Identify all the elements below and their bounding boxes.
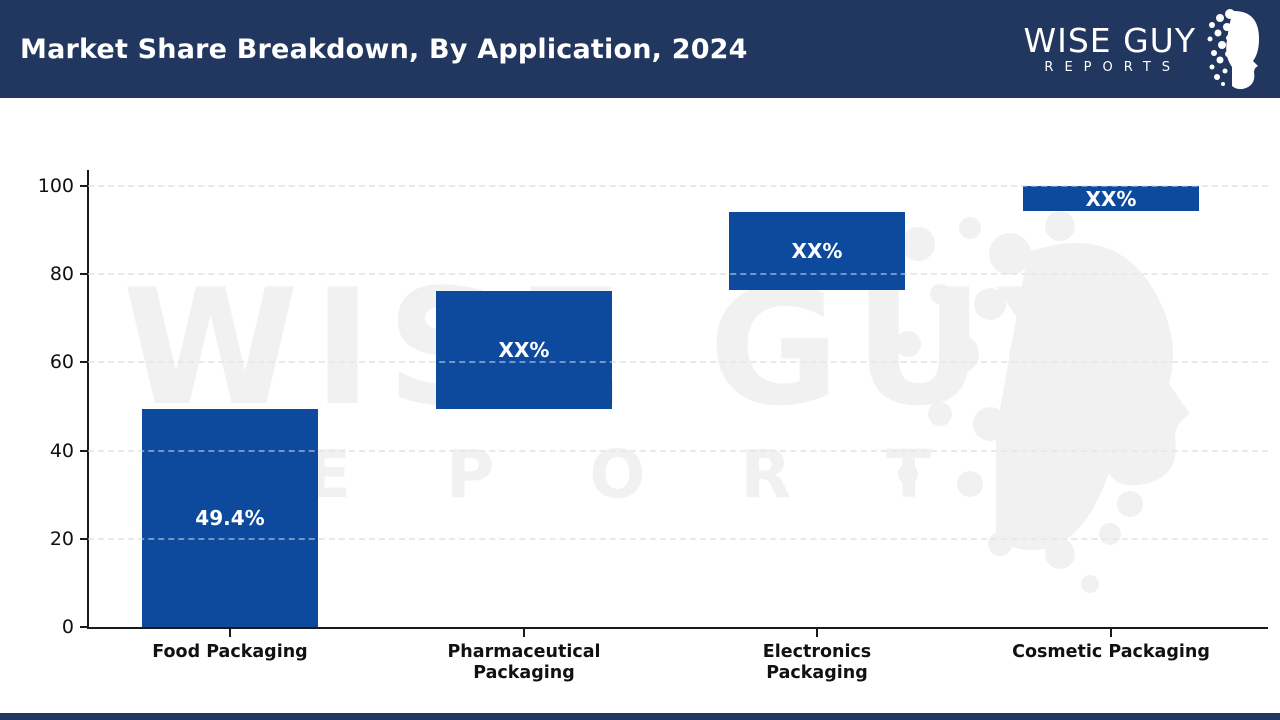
x-axis-tick [229,629,231,637]
y-axis-tick-label: 40 [49,440,74,462]
x-axis-label-electronics-packaging: Electronics Packaging [762,642,872,683]
header-bar: Market Share Breakdown, By Application, … [0,0,1280,98]
gridline [88,185,1268,187]
y-axis-tick-label: 20 [49,528,74,550]
x-axis-tick [1110,629,1112,637]
gridline [88,273,1268,275]
logo-subtitle: REPORTS [1044,60,1182,75]
gridline [88,538,1268,540]
bar-value-label: XX% [498,338,550,362]
y-axis-tick-label: 0 [61,616,74,638]
gridline [88,450,1268,452]
bar-pharmaceutical-packaging: XX% [436,291,612,409]
bar-electronics-packaging: XX% [729,212,905,290]
x-axis-tick [816,629,818,637]
x-axis-label-food-packaging: Food Packaging [152,642,308,662]
y-axis-tick [80,273,88,275]
page-title: Market Share Breakdown, By Application, … [20,33,748,65]
x-axis-line [87,627,1268,629]
logo-face-icon [1207,9,1259,90]
bar-cosmetic-packaging: XX% [1023,186,1199,211]
x-axis-label-pharmaceutical-packaging: Pharmaceutical Packaging [447,642,601,683]
y-axis-tick [80,450,88,452]
gridline [88,361,1268,363]
bar-value-label: 49.4% [195,506,265,530]
x-axis-label-cosmetic-packaging: Cosmetic Packaging [1012,642,1210,662]
bar-food-packaging: 49.4% [142,409,318,627]
y-axis-tick-label: 60 [49,351,74,373]
y-axis-tick [80,626,88,628]
y-axis-tick-label: 80 [49,263,74,285]
y-axis-tick-label: 100 [37,175,74,197]
wiseguy-logo: WISE GUY REPORTS [1023,7,1260,91]
y-axis-tick [80,538,88,540]
x-axis-tick [523,629,525,637]
logo-text: WISE GUY REPORTS [1023,24,1196,74]
bar-value-label: XX% [1085,186,1137,211]
y-axis-tick [80,185,88,187]
watermark-face-icon [895,212,1190,593]
logo-wordmark: WISE GUY [1023,21,1196,60]
y-axis-line [87,170,89,629]
y-axis-tick [80,361,88,363]
footer-bar [0,713,1280,720]
bar-value-label: XX% [791,239,843,263]
